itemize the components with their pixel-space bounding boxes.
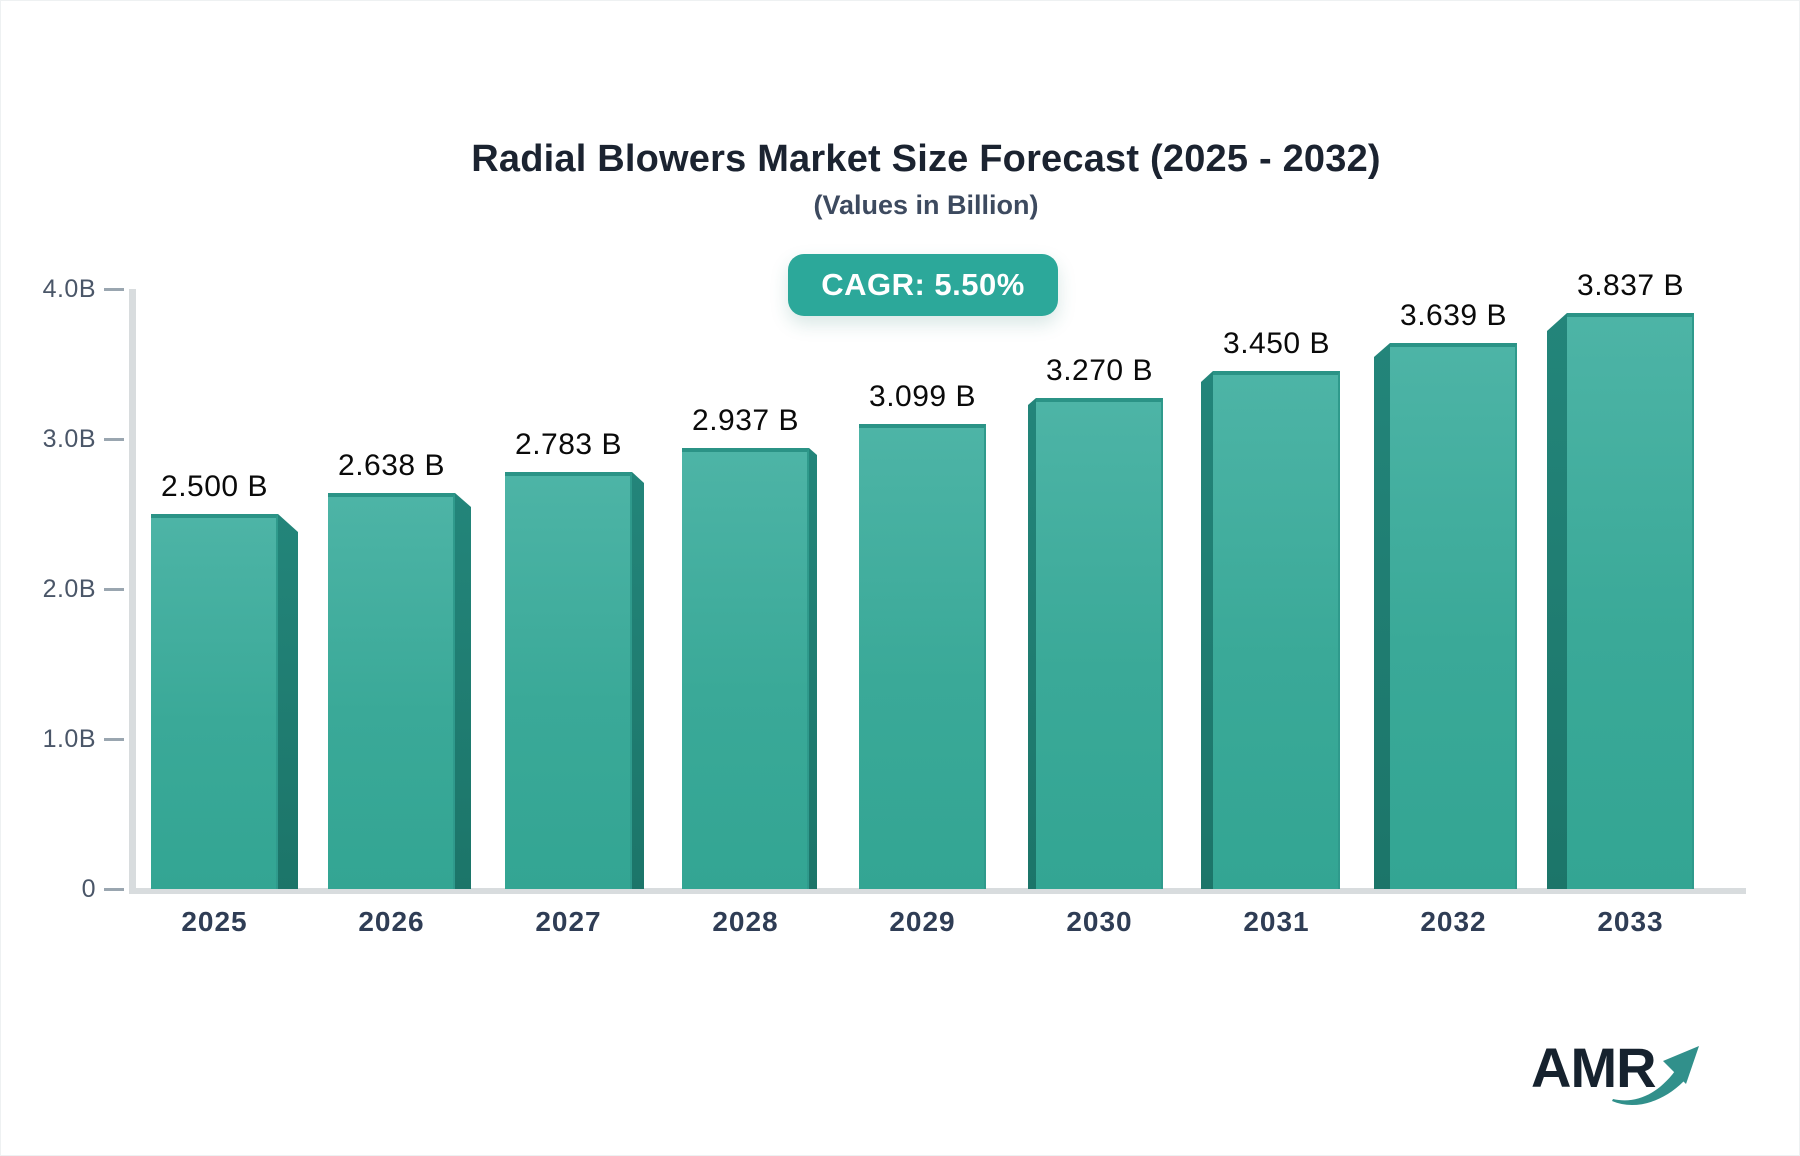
x-axis-label: 2028 (712, 906, 779, 937)
bar (1567, 313, 1694, 889)
bar-side-face (1028, 398, 1036, 889)
bar-side-face (1201, 371, 1213, 889)
bar-value-label: 2.500 B (161, 470, 268, 503)
bar-side-face (455, 493, 471, 889)
x-axis-label: 2031 (1243, 906, 1310, 937)
amr-logo-text: AMR (1531, 1036, 1657, 1099)
bar-side-face (1374, 343, 1390, 889)
bar (1390, 343, 1517, 889)
bar (1213, 371, 1340, 889)
bar-value-label: 3.270 B (1046, 354, 1153, 387)
bar-side-face (1547, 313, 1567, 889)
bar-value-label: 2.783 B (515, 428, 622, 461)
bar (505, 472, 632, 889)
bar-value-label: 2.638 B (338, 449, 445, 482)
bar (1036, 398, 1163, 889)
bar-value-label: 3.450 B (1223, 327, 1330, 360)
y-axis-tick-label: 0 (81, 875, 96, 903)
bar (328, 493, 455, 889)
x-axis-label: 2033 (1597, 906, 1664, 937)
bar (151, 514, 278, 889)
x-axis-label: 2030 (1066, 906, 1133, 937)
bar (859, 424, 986, 889)
growth-arrow-icon (1612, 1046, 1699, 1105)
y-axis-tick (104, 738, 124, 741)
y-axis-tick-label: 4.0B (42, 275, 96, 303)
bar-side-face (809, 448, 817, 889)
x-axis-label: 2026 (358, 906, 425, 937)
amr-logo: AMR (1531, 1031, 1731, 1121)
y-axis-line (129, 289, 136, 889)
bar-side-face (632, 472, 644, 889)
cagr-badge: CAGR: 5.50% (788, 254, 1058, 316)
x-axis-baseline (129, 888, 1746, 894)
x-axis-label: 2029 (889, 906, 956, 937)
bar-side-face (278, 514, 298, 889)
y-axis-tick-label: 1.0B (42, 725, 96, 753)
y-axis-tick (104, 888, 124, 891)
cagr-badge-label: CAGR: 5.50% (821, 267, 1025, 302)
bar (682, 448, 809, 889)
y-axis-tick (104, 588, 124, 591)
y-axis-tick (104, 288, 124, 291)
bar-value-label: 3.837 B (1577, 269, 1684, 302)
x-axis-label: 2027 (535, 906, 602, 937)
bar-value-label: 3.639 B (1400, 299, 1507, 332)
chart-subtitle: (Values in Billion) (813, 190, 1039, 220)
y-axis-tick-label: 2.0B (42, 575, 96, 603)
bar-value-label: 3.099 B (869, 380, 976, 413)
bar-value-label: 2.937 B (692, 404, 799, 437)
x-axis-label: 2025 (181, 906, 248, 937)
x-axis-label: 2032 (1420, 906, 1487, 937)
chart-title: Radial Blowers Market Size Forecast (202… (471, 138, 1381, 180)
y-axis-tick (104, 438, 124, 441)
y-axis-tick-label: 3.0B (42, 425, 96, 453)
